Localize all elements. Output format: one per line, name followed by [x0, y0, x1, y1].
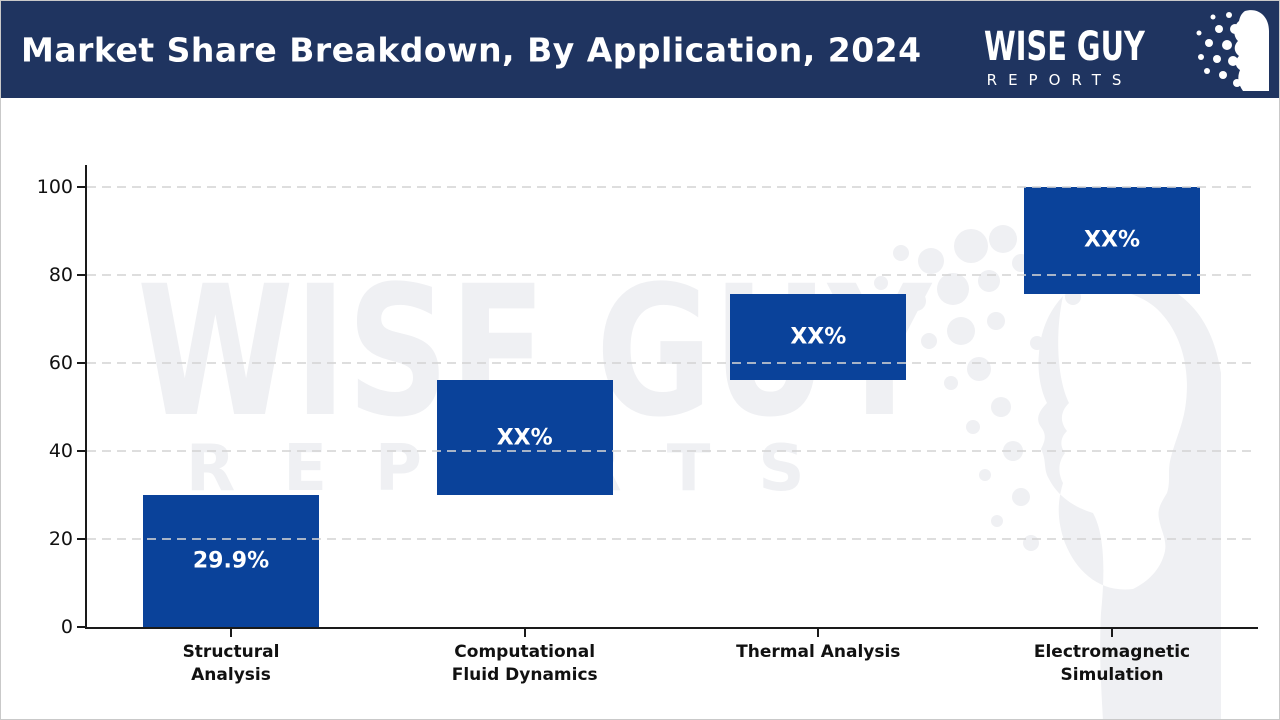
logo-subtitle: REPORTS: [986, 71, 1133, 89]
x-tick-mark: [817, 629, 820, 637]
x-tick-mark: [523, 629, 526, 637]
y-tick-mark: [77, 626, 86, 628]
bar-1: [436, 380, 613, 496]
y-tick-mark: [77, 450, 86, 452]
y-axis-line: [85, 165, 87, 629]
header-bar: Market Share Breakdown, By Application, …: [1, 1, 1279, 98]
page-title: Market Share Breakdown, By Application, …: [21, 30, 922, 69]
logo-face-icon: [1196, 10, 1269, 91]
x-tick-mark: [230, 629, 232, 637]
y-axis-tick-label: 100: [36, 176, 73, 198]
x-axis-line: [85, 627, 1258, 629]
bar-value-label: XX%: [790, 324, 847, 350]
category-label-2: Thermal Analysis: [736, 642, 901, 662]
logo-wordmark: WISE GUY: [983, 24, 1145, 70]
category-label-1: Computational Fluid Dynamics: [451, 642, 598, 685]
gridline-100: [87, 186, 1257, 188]
y-axis-tick-label: 40: [48, 440, 73, 462]
x-tick-mark: [1111, 629, 1113, 637]
gridline-40: [87, 450, 1257, 452]
y-tick-mark: [77, 274, 86, 276]
wise-guy-logo: WISE GUY REPORTS: [984, 5, 1271, 93]
bar-value-label: XX%: [496, 425, 553, 451]
gridline-60: [87, 362, 1257, 364]
bar-value-label: XX%: [1084, 227, 1140, 253]
gridline-80: [87, 274, 1257, 276]
y-tick-mark: [77, 538, 86, 540]
y-tick-mark: [77, 362, 86, 364]
bar-value-label: 29.9%: [192, 548, 270, 574]
bar-3: [1024, 187, 1200, 294]
category-label-3: Electromagnetic Simulation: [1033, 642, 1191, 685]
category-label-0: Structural Analysis: [182, 642, 280, 685]
y-axis-tick-label: 60: [48, 352, 73, 374]
y-tick-mark: [77, 186, 86, 188]
gridline-20: [87, 538, 1257, 540]
bar-2: [730, 293, 907, 381]
y-axis-tick-label: 80: [48, 264, 73, 286]
logo-text: WISE GUY REPORTS: [984, 27, 1207, 89]
y-axis-tick-label: 0: [60, 616, 73, 638]
y-axis-tick-label: 20: [48, 528, 73, 550]
bar-0: [143, 495, 319, 627]
